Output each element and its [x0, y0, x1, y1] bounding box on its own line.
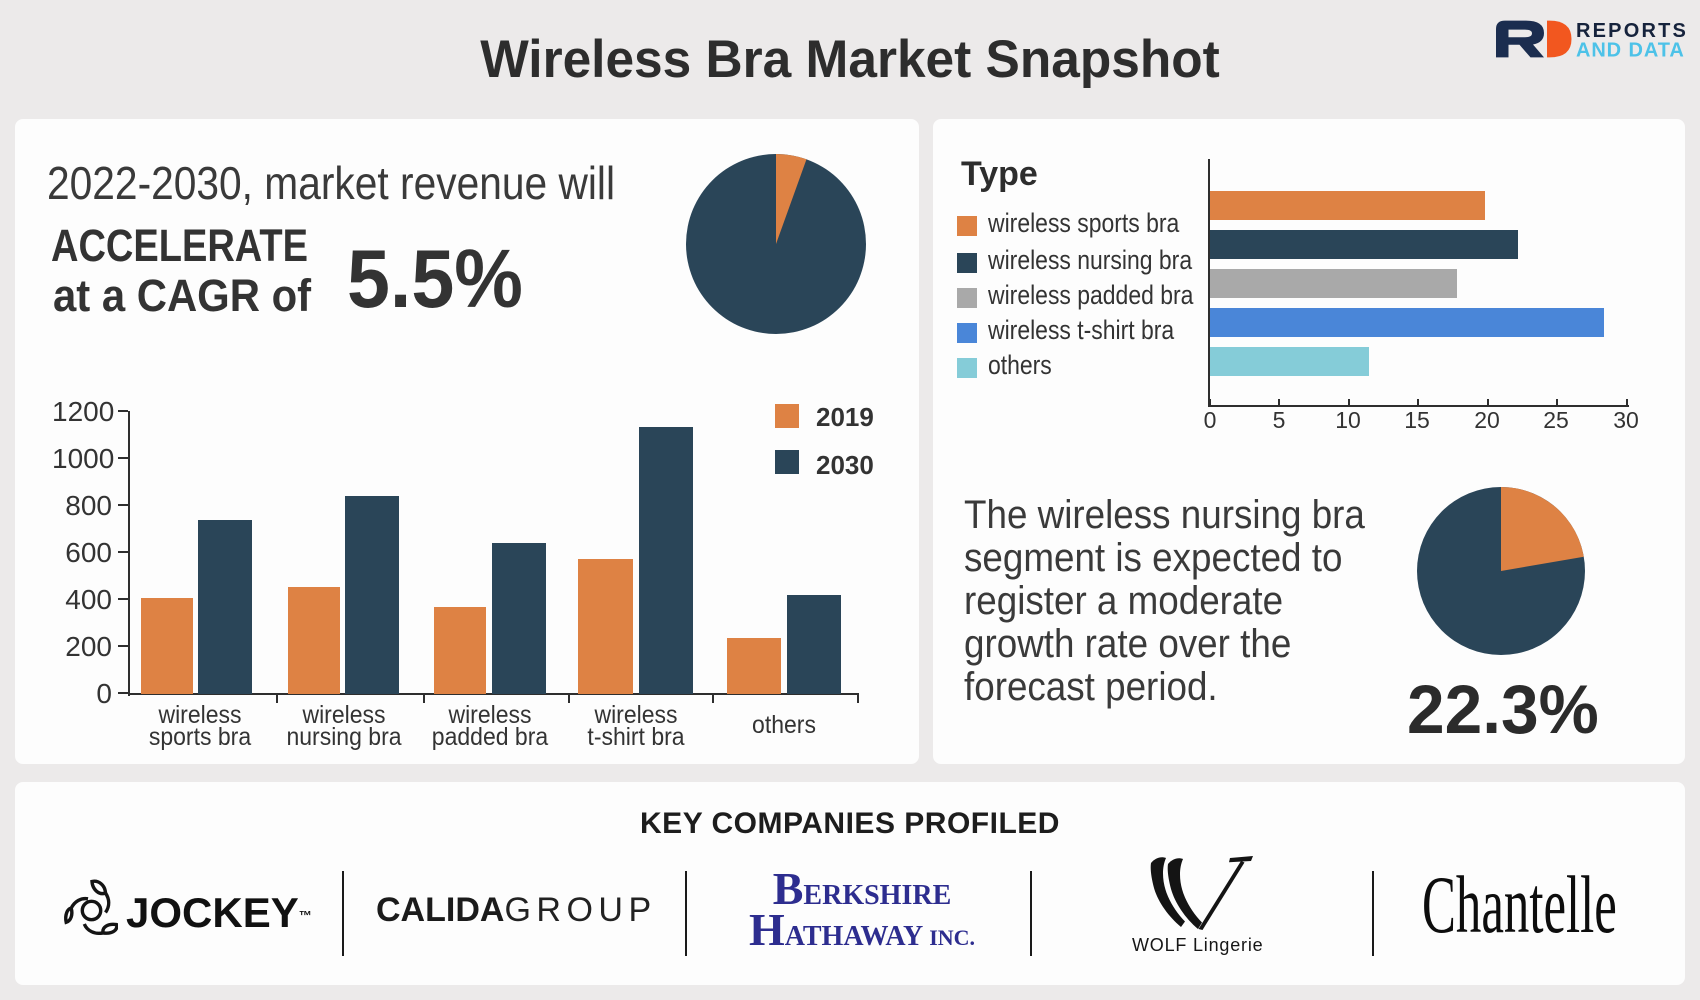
- svg-text:REPORTS: REPORTS: [1576, 20, 1688, 42]
- svg-text:AND DATA: AND DATA: [1576, 40, 1685, 62]
